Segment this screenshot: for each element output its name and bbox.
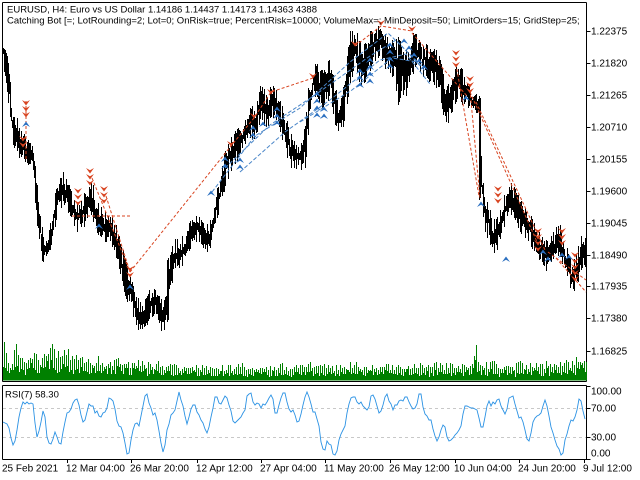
svg-text:30.00: 30.00 bbox=[591, 433, 616, 444]
svg-text:1.21265: 1.21265 bbox=[591, 91, 628, 102]
svg-text:9 Jul 12:00: 9 Jul 12:00 bbox=[583, 464, 632, 475]
svg-text:26 Mar 20:00: 26 Mar 20:00 bbox=[130, 464, 189, 475]
svg-text:1.21820: 1.21820 bbox=[591, 59, 628, 70]
svg-text:Catching Bot [=; LotRounding=2: Catching Bot [=; LotRounding=2; Lot=0; O… bbox=[7, 16, 580, 27]
svg-text:10 Jun 04:00: 10 Jun 04:00 bbox=[454, 464, 512, 475]
svg-text:24 Jun 20:00: 24 Jun 20:00 bbox=[518, 464, 576, 475]
svg-text:12 Apr 12:00: 12 Apr 12:00 bbox=[196, 464, 253, 475]
svg-text:1.19045: 1.19045 bbox=[591, 219, 628, 230]
svg-text:1.20155: 1.20155 bbox=[591, 155, 628, 166]
svg-text:100.00: 100.00 bbox=[591, 387, 622, 398]
svg-text:EURUSD, H4: Euro vs US Dollar: EURUSD, H4: Euro vs US Dollar 1.14186 1.… bbox=[7, 5, 317, 16]
svg-text:1.19600: 1.19600 bbox=[591, 187, 628, 198]
svg-text:12 Mar 04:00: 12 Mar 04:00 bbox=[66, 464, 125, 475]
svg-text:1.18490: 1.18490 bbox=[591, 251, 628, 262]
svg-text:0.00: 0.00 bbox=[591, 449, 611, 460]
svg-text:11 May 20:00: 11 May 20:00 bbox=[324, 464, 384, 475]
svg-text:26 May 12:00: 26 May 12:00 bbox=[389, 464, 450, 475]
svg-text:27 Apr 04:00: 27 Apr 04:00 bbox=[260, 464, 317, 475]
svg-text:25 Feb 2021: 25 Feb 2021 bbox=[2, 464, 59, 475]
svg-text:1.16825: 1.16825 bbox=[591, 347, 628, 358]
svg-text:1.17380: 1.17380 bbox=[591, 314, 628, 325]
svg-text:1.17935: 1.17935 bbox=[591, 282, 628, 293]
svg-text:1.20710: 1.20710 bbox=[591, 123, 628, 134]
svg-text:70.00: 70.00 bbox=[591, 404, 616, 415]
svg-text:1.22375: 1.22375 bbox=[591, 27, 628, 38]
svg-text:RSI(7) 58.30: RSI(7) 58.30 bbox=[5, 390, 59, 401]
